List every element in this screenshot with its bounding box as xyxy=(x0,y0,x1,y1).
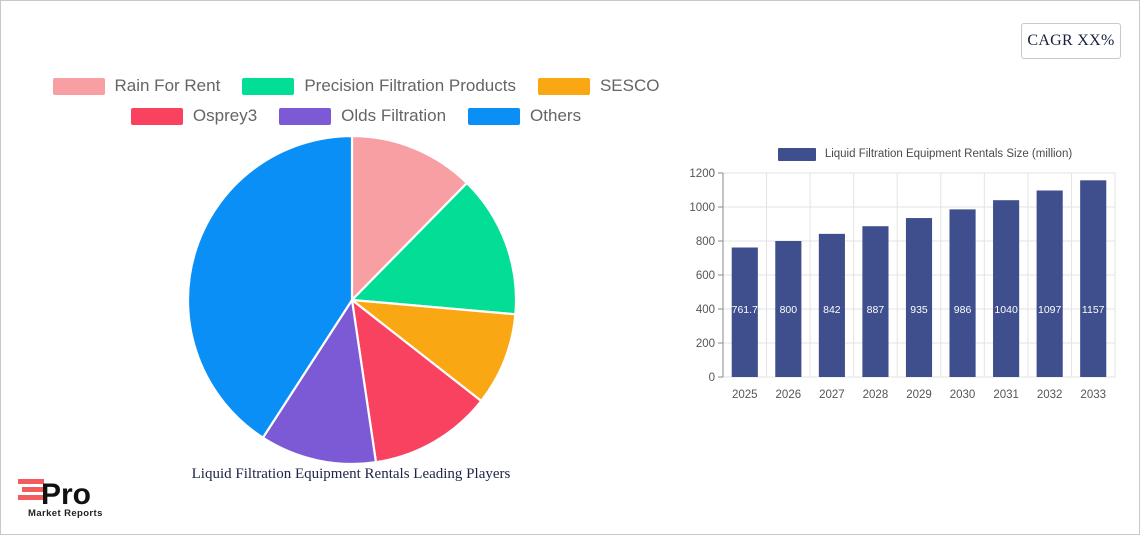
legend-item-precision-filtration-products[interactable]: Precision Filtration Products xyxy=(242,76,516,96)
pie-legend-row: Osprey3 Olds Filtration Others xyxy=(61,101,651,131)
promarketreports-logo[interactable]: Pro Market Reports xyxy=(17,474,113,522)
logo-bar-icon xyxy=(18,495,44,500)
legend-item-sesco[interactable]: SESCO xyxy=(537,76,660,96)
x-axis-tick-label: 2029 xyxy=(906,389,932,401)
logo-svg: Pro Market Reports xyxy=(18,478,103,519)
logo-bar-icon xyxy=(18,479,44,484)
bar-data-label: 887 xyxy=(867,304,885,316)
pie-chart-svg xyxy=(187,135,517,465)
x-axis-tick-label: 2026 xyxy=(776,389,802,401)
x-axis-tick-label: 2033 xyxy=(1080,389,1106,401)
legend-item-others[interactable]: Others xyxy=(468,106,581,126)
y-axis-tick-label: 800 xyxy=(696,236,715,248)
pie-slice[interactable] xyxy=(261,296,378,465)
legend-label: Precision Filtration Products xyxy=(304,76,516,95)
pie-slice[interactable] xyxy=(349,181,517,316)
y-axis-tick-label: 1200 xyxy=(689,168,715,180)
x-axis-tick-label: 2031 xyxy=(993,389,1019,401)
legend-swatch-icon xyxy=(130,107,183,125)
pie-slice[interactable] xyxy=(348,298,517,403)
legend-swatch-icon xyxy=(777,147,816,161)
logo-bar-icon xyxy=(22,487,44,492)
bar-data-label: 1097 xyxy=(1038,304,1062,316)
pie-legend: Rain For Rent Precision Filtration Produ… xyxy=(52,71,660,131)
pie-slice[interactable] xyxy=(350,297,483,464)
bar-data-label: 986 xyxy=(954,304,972,316)
bar[interactable] xyxy=(949,209,976,377)
bar[interactable] xyxy=(862,226,889,377)
bar[interactable] xyxy=(1080,180,1107,377)
x-axis-tick-label: 2027 xyxy=(819,389,845,401)
legend-swatch-icon xyxy=(242,77,295,95)
pie-legend-row: Rain For Rent Precision Filtration Produ… xyxy=(52,71,660,101)
bar[interactable] xyxy=(993,200,1020,377)
logo-wordmark: Pro xyxy=(41,478,91,511)
pie-chart xyxy=(187,135,517,465)
legend-label: Rain For Rent xyxy=(114,76,221,95)
bar-data-label: 842 xyxy=(823,304,841,316)
x-axis-tick-label: 2032 xyxy=(1037,389,1063,401)
legend-item-osprey3[interactable]: Osprey3 xyxy=(130,106,258,126)
legend-swatch-icon xyxy=(537,77,590,95)
legend-swatch-icon xyxy=(279,107,332,125)
bar[interactable] xyxy=(731,247,758,377)
y-axis-tick-label: 200 xyxy=(696,338,715,350)
legend-item-olds-filtration[interactable]: Olds Filtration xyxy=(279,106,446,126)
y-axis-tick-label: 0 xyxy=(709,372,715,384)
bar[interactable] xyxy=(1036,190,1063,377)
bar-chart-panel: Liquid Filtration Equipment Rentals Size… xyxy=(685,143,1125,413)
legend-label: Others xyxy=(530,106,582,125)
bar[interactable] xyxy=(775,241,802,377)
y-axis-tick-label: 1000 xyxy=(689,202,715,214)
bar[interactable] xyxy=(905,218,933,377)
legend-label: Osprey3 xyxy=(192,106,258,125)
bar-legend-label: Liquid Filtration Equipment Rentals Size… xyxy=(824,148,1073,160)
x-axis-tick-label: 2030 xyxy=(950,389,976,401)
x-axis-tick-label: 2025 xyxy=(732,389,758,401)
y-axis-tick-label: 400 xyxy=(696,304,715,316)
x-axis-tick-label: 2028 xyxy=(863,389,889,401)
logo-tagline: Market Reports xyxy=(28,508,103,519)
bar-data-label: 800 xyxy=(780,304,798,316)
pie-chart-caption: Liquid Filtration Equipment Rentals Lead… xyxy=(191,466,511,482)
pie-slice[interactable] xyxy=(187,135,354,440)
legend-label: Olds Filtration xyxy=(341,106,447,125)
legend-swatch-icon xyxy=(52,77,105,95)
y-axis-tick-label: 600 xyxy=(696,270,715,282)
bar-chart-svg: 0 200 400 600 800 1000 1200 761.7 2025 800 2026 842… xyxy=(689,168,1116,401)
legend-item-rain-for-rent[interactable]: Rain For Rent xyxy=(52,76,221,96)
bar-chart-legend[interactable]: Liquid Filtration Equipment Rentals Size… xyxy=(725,143,1125,165)
bar-data-label: 1157 xyxy=(1082,304,1105,316)
bar[interactable] xyxy=(818,233,845,377)
legend-swatch-icon xyxy=(468,107,521,125)
bar-data-label: 1040 xyxy=(994,304,1018,316)
pie-slice[interactable] xyxy=(350,135,469,303)
bar-data-label: 761.7 xyxy=(732,304,758,316)
bar-data-label: 935 xyxy=(910,304,928,316)
cagr-badge: CAGR XX% xyxy=(1021,23,1121,59)
legend-label: SESCO xyxy=(599,76,660,95)
